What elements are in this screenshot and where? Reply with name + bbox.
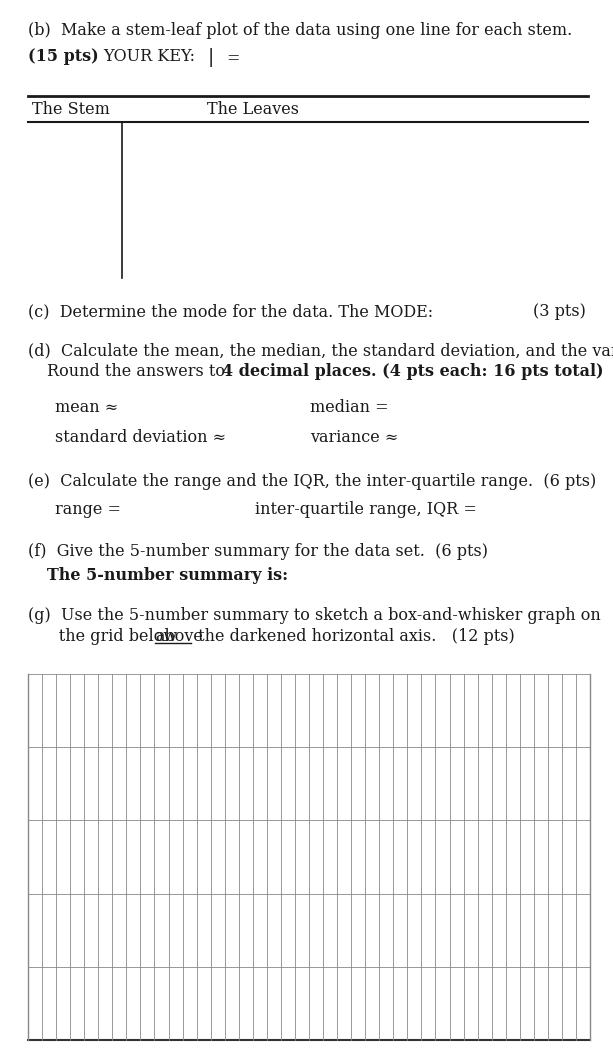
Text: (b)  Make a stem-leaf plot of the data using one line for each stem.: (b) Make a stem-leaf plot of the data us… xyxy=(28,22,573,39)
Text: the grid below: the grid below xyxy=(28,628,182,645)
Text: range =: range = xyxy=(55,501,121,518)
Text: (d)  Calculate the mean, the median, the standard deviation, and the variance.: (d) Calculate the mean, the median, the … xyxy=(28,342,613,359)
Text: (f)  Give the 5-number summary for the data set.  (6 pts): (f) Give the 5-number summary for the da… xyxy=(28,543,488,560)
Text: The 5-number summary is:: The 5-number summary is: xyxy=(47,567,288,584)
Text: |: | xyxy=(208,48,215,67)
Text: (3 pts): (3 pts) xyxy=(533,303,586,320)
Text: (15 pts): (15 pts) xyxy=(28,48,99,65)
Text: Round the answers to: Round the answers to xyxy=(47,363,230,380)
Text: above: above xyxy=(155,628,203,645)
Text: mean ≈: mean ≈ xyxy=(55,399,118,416)
Text: The Stem: The Stem xyxy=(32,101,110,118)
Text: (g)  Use the 5-number summary to sketch a box-and-whisker graph on: (g) Use the 5-number summary to sketch a… xyxy=(28,606,601,624)
Text: =: = xyxy=(226,50,240,67)
Text: inter-quartile range, IQR =: inter-quartile range, IQR = xyxy=(255,501,477,518)
Text: variance ≈: variance ≈ xyxy=(310,429,398,446)
Text: the darkened horizontal axis.   (12 pts): the darkened horizontal axis. (12 pts) xyxy=(193,628,515,645)
Text: 4 decimal places. (4 pts each: 16 pts total): 4 decimal places. (4 pts each: 16 pts to… xyxy=(222,363,604,380)
Text: YOUR KEY:: YOUR KEY: xyxy=(103,48,195,65)
Text: standard deviation ≈: standard deviation ≈ xyxy=(55,429,226,446)
Text: median =: median = xyxy=(310,399,389,416)
Text: (e)  Calculate the range and the IQR, the inter-quartile range.  (6 pts): (e) Calculate the range and the IQR, the… xyxy=(28,473,596,491)
Text: (c)  Determine the mode for the data. The MODE:: (c) Determine the mode for the data. The… xyxy=(28,303,433,320)
Text: The Leaves: The Leaves xyxy=(207,101,299,118)
